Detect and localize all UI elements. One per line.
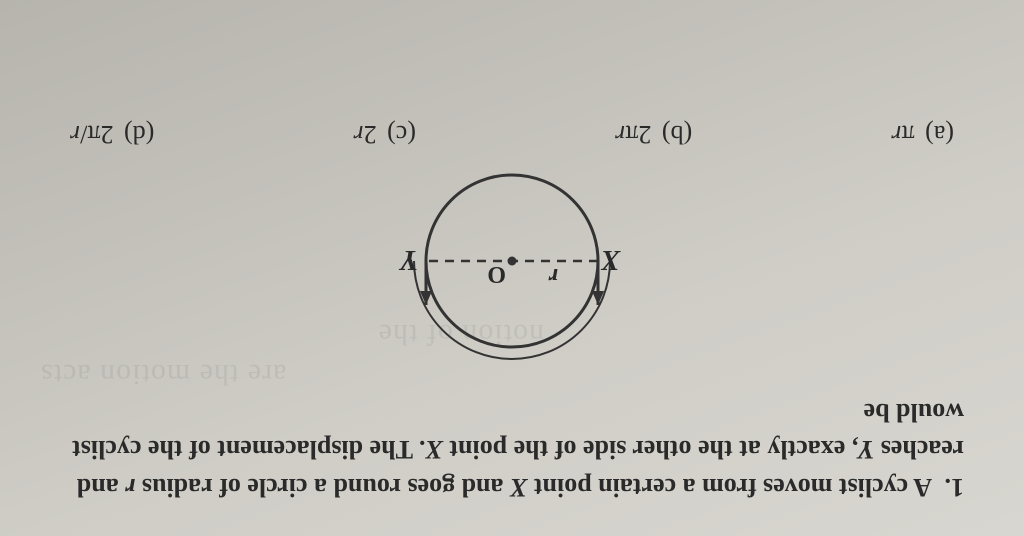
option-d-pre: 2π/ <box>80 120 113 149</box>
qtext-wouldbe: would be <box>864 398 964 427</box>
qtext-p4: , exactly at the other side of the point <box>443 435 858 464</box>
qtext-r1: r <box>125 473 135 502</box>
option-a-var: r <box>891 120 901 149</box>
option-b-var: r <box>615 120 625 149</box>
option-d-label: (d) <box>124 120 154 149</box>
option-b: (b) 2πr <box>615 119 692 149</box>
option-c: (c) 2r <box>353 119 415 149</box>
option-c-pre: 2 <box>364 120 377 149</box>
question-block: 1. A cyclist moves from a certain point … <box>64 393 964 506</box>
qtext-p5: . The displacement of the cyclist <box>72 435 425 464</box>
question-number: 1. <box>945 473 965 502</box>
option-d-var: r <box>70 120 80 149</box>
qtext-X1: X <box>510 473 527 502</box>
qtext-Y1: Y <box>858 435 874 464</box>
svg-text:Y: Y <box>398 244 418 275</box>
option-a-pre: π <box>902 120 915 149</box>
option-a: (a) πr <box>891 119 954 149</box>
diagram: X Y Or <box>382 159 642 379</box>
options-row: (a) πr (b) 2πr (c) 2r (d) 2π/r <box>60 119 964 149</box>
svg-text:O: O <box>487 261 506 287</box>
option-c-label: (c) <box>387 120 416 149</box>
qtext-p2: and goes round a circle of radius <box>135 473 510 502</box>
option-c-var: r <box>353 120 363 149</box>
option-b-label: (b) <box>662 120 692 149</box>
diagram-wrap: X Y Or <box>60 159 964 379</box>
qtext-X2: X <box>426 435 443 464</box>
qtext-p1: A cyclist moves from a certain point <box>527 473 932 502</box>
option-b-pre: 2π <box>625 120 651 149</box>
option-d: (d) 2π/r <box>70 119 154 149</box>
option-a-label: (a) <box>925 120 954 149</box>
svg-text:X: X <box>600 244 621 275</box>
page-container: are the motion acts notion of the 1. A c… <box>0 0 1024 536</box>
svg-text:r: r <box>548 263 558 289</box>
